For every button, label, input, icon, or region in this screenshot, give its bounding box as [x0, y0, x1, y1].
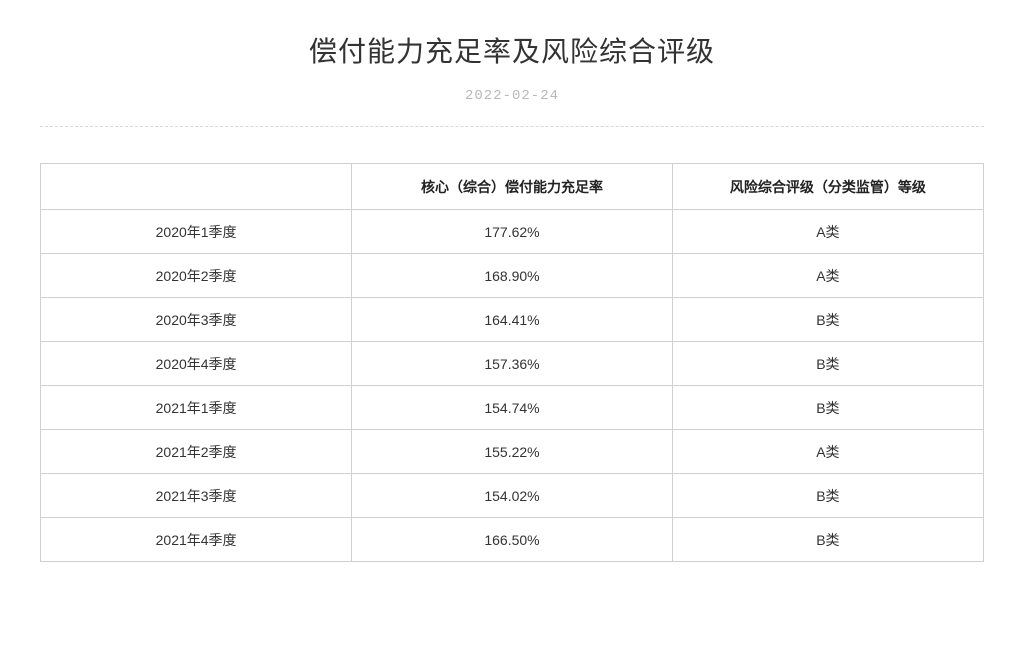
cell-period: 2020年1季度 — [41, 210, 352, 254]
table-header-row: 核心（综合）偿付能力充足率 风险综合评级（分类监管）等级 — [41, 164, 984, 210]
cell-rating: B类 — [672, 518, 983, 562]
cell-period: 2021年1季度 — [41, 386, 352, 430]
cell-ratio: 164.41% — [352, 298, 673, 342]
table-row: 2020年3季度 164.41% B类 — [41, 298, 984, 342]
cell-ratio: 168.90% — [352, 254, 673, 298]
cell-ratio: 177.62% — [352, 210, 673, 254]
cell-period: 2021年4季度 — [41, 518, 352, 562]
table-row: 2021年2季度 155.22% A类 — [41, 430, 984, 474]
cell-rating: B类 — [672, 298, 983, 342]
cell-period: 2021年3季度 — [41, 474, 352, 518]
table-row: 2020年1季度 177.62% A类 — [41, 210, 984, 254]
cell-rating: A类 — [672, 210, 983, 254]
cell-ratio: 157.36% — [352, 342, 673, 386]
table-row: 2020年2季度 168.90% A类 — [41, 254, 984, 298]
cell-period: 2020年2季度 — [41, 254, 352, 298]
cell-ratio: 155.22% — [352, 430, 673, 474]
publish-date: 2022-02-24 — [40, 88, 984, 104]
page-title: 偿付能力充足率及风险综合评级 — [40, 30, 984, 70]
cell-rating: B类 — [672, 474, 983, 518]
col-header-period — [41, 164, 352, 210]
col-header-ratio: 核心（综合）偿付能力充足率 — [352, 164, 673, 210]
table-row: 2021年3季度 154.02% B类 — [41, 474, 984, 518]
cell-ratio: 154.74% — [352, 386, 673, 430]
cell-rating: A类 — [672, 430, 983, 474]
cell-rating: B类 — [672, 342, 983, 386]
cell-period: 2020年3季度 — [41, 298, 352, 342]
cell-ratio: 166.50% — [352, 518, 673, 562]
col-header-rating: 风险综合评级（分类监管）等级 — [672, 164, 983, 210]
cell-rating: A类 — [672, 254, 983, 298]
cell-rating: B类 — [672, 386, 983, 430]
cell-period: 2021年2季度 — [41, 430, 352, 474]
table-row: 2021年4季度 166.50% B类 — [41, 518, 984, 562]
table-row: 2021年1季度 154.74% B类 — [41, 386, 984, 430]
cell-ratio: 154.02% — [352, 474, 673, 518]
divider — [40, 126, 984, 127]
table-row: 2020年4季度 157.36% B类 — [41, 342, 984, 386]
cell-period: 2020年4季度 — [41, 342, 352, 386]
solvency-table: 核心（综合）偿付能力充足率 风险综合评级（分类监管）等级 2020年1季度 17… — [40, 163, 984, 562]
